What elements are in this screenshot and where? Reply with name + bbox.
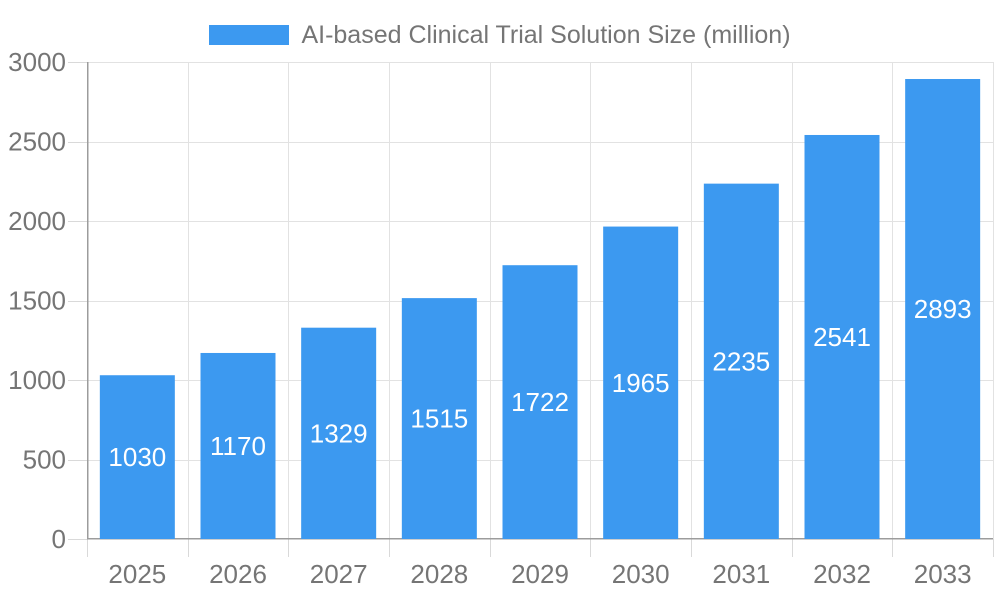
y-axis-tick-label: 0	[52, 524, 66, 554]
bar-2031[interactable]	[703, 183, 779, 539]
y-axis-tick-label: 1000	[8, 365, 66, 395]
legend-item[interactable]: AI-based Clinical Trial Solution Size (m…	[0, 21, 1000, 50]
x-axis-tick-label: 2031	[712, 559, 770, 589]
bar-2025[interactable]	[99, 375, 175, 539]
bar-value-label: 1329	[310, 418, 368, 448]
y-axis-tick-label: 3000	[8, 47, 66, 77]
x-axis-tick-label: 2028	[410, 559, 468, 589]
bar-2032[interactable]	[804, 134, 880, 539]
y-axis-tick-label: 500	[23, 444, 66, 474]
bar-value-label: 2541	[813, 322, 871, 352]
legend-label: AI-based Clinical Trial Solution Size (m…	[301, 21, 791, 49]
x-axis-tick-label: 2032	[813, 559, 871, 589]
bar-2028[interactable]	[401, 298, 477, 539]
x-axis-tick-label: 2029	[511, 559, 569, 589]
bar-2029[interactable]	[502, 265, 578, 539]
legend-swatch	[209, 25, 290, 46]
bar-2026[interactable]	[200, 352, 276, 539]
bar-value-label: 1965	[612, 368, 670, 398]
bar-2033[interactable]	[905, 79, 981, 539]
x-axis-tick-label: 2030	[612, 559, 670, 589]
bar-2027[interactable]	[301, 327, 377, 539]
y-axis-tick-label: 2500	[8, 126, 66, 156]
bar-2030[interactable]	[603, 226, 679, 539]
bar-value-label: 2235	[712, 346, 770, 376]
bar-value-label: 1722	[511, 387, 569, 417]
y-axis-tick-label: 1500	[8, 285, 66, 315]
bar-value-label: 1030	[108, 442, 166, 472]
x-axis-tick-label: 2025	[108, 559, 166, 589]
x-axis-tick-label: 2033	[914, 559, 972, 589]
bar-value-label: 1515	[410, 404, 468, 434]
bar-value-label: 1170	[210, 431, 266, 461]
x-axis-tick-label: 2026	[209, 559, 267, 589]
y-axis-tick-label: 2000	[8, 206, 66, 236]
x-axis-tick-label: 2027	[310, 559, 368, 589]
bar-value-label: 2893	[914, 294, 972, 324]
